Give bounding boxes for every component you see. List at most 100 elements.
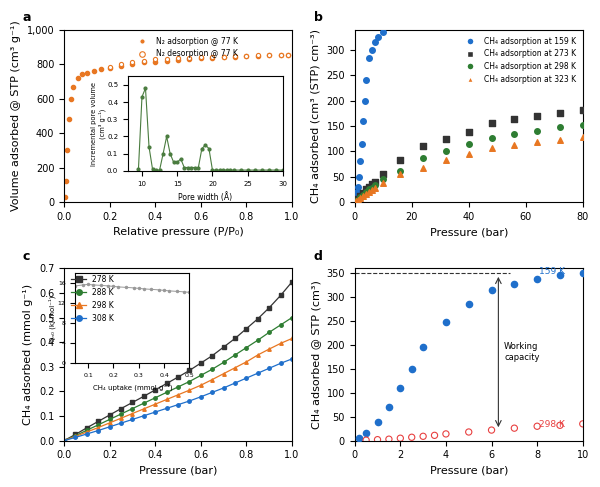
Legend: CH₄ adsorption at 159 K, CH₄ adsorption at 273 K, CH₄ adsorption at 298 K, CH₄ a: CH₄ adsorption at 159 K, CH₄ adsorption … [460,34,579,87]
Point [395,434,405,442]
Point [364,54,374,61]
Point [441,156,451,164]
Point [418,164,428,171]
Point [464,140,473,148]
Point [509,141,519,149]
Point [352,188,362,196]
Text: d: d [314,250,323,262]
Point [532,422,542,430]
X-axis label: Pressure (bar): Pressure (bar) [139,466,217,476]
Point [350,196,360,204]
Point [370,38,379,46]
Point [384,435,394,443]
Point [395,170,405,178]
Point [367,46,377,54]
Point [354,173,364,181]
Point [367,180,377,188]
Point [352,197,361,205]
Point [357,140,367,148]
Text: 159 K: 159 K [539,267,565,276]
Point [353,183,362,191]
Point [578,121,587,129]
Text: Working
capacity: Working capacity [504,342,539,362]
Point [395,167,405,174]
Point [487,119,496,127]
Point [361,188,371,196]
Point [532,127,542,135]
Point [353,197,362,205]
Point [487,426,496,434]
Point [379,170,388,178]
Point [358,117,368,125]
Point [441,135,451,143]
Point [367,187,377,194]
Point [407,433,416,441]
Point [532,112,542,120]
Text: a: a [23,11,31,24]
X-axis label: Relative pressure (P/P₀): Relative pressure (P/P₀) [113,227,244,237]
Point [418,343,428,351]
Point [418,432,428,440]
Point [418,142,428,150]
Y-axis label: Volume adsorbed @ STP (cm³ g⁻¹): Volume adsorbed @ STP (cm³ g⁻¹) [11,20,21,211]
Point [352,197,361,205]
Point [555,272,565,280]
Point [464,300,473,308]
Point [379,179,388,187]
Point [355,434,364,442]
Point [360,97,370,105]
Point [361,430,371,437]
Point [555,110,565,117]
Point [555,123,565,131]
Point [441,148,451,155]
Point [464,128,473,136]
Point [509,130,519,137]
Point [441,318,451,326]
Point [555,136,565,144]
Point [384,403,394,411]
Point [464,428,473,436]
Point [358,189,368,197]
Point [352,197,361,205]
Point [361,436,371,444]
Point [578,133,587,141]
Point [379,28,388,36]
Point [532,275,542,282]
Point [358,192,368,200]
Point [418,154,428,162]
Point [487,134,496,142]
Point [370,178,379,186]
Point [364,188,374,196]
Y-axis label: CH₄ adsorbed (mmol g⁻¹): CH₄ adsorbed (mmol g⁻¹) [23,284,34,425]
Point [356,193,365,201]
Point [578,420,587,428]
Point [370,181,379,189]
Point [407,365,416,373]
Point [509,424,519,432]
Point [578,269,587,277]
Point [367,184,377,192]
Point [361,186,371,193]
Point [487,144,496,151]
Point [353,196,362,204]
Point [353,195,362,203]
Point [370,185,379,192]
Point [361,190,371,198]
X-axis label: Pressure (bar): Pressure (bar) [430,466,508,476]
X-axis label: Pressure (bar): Pressure (bar) [430,227,508,237]
Point [351,193,361,201]
Point [361,76,371,84]
Point [373,418,382,426]
Point [373,33,382,41]
Y-axis label: CH₄ adsorbed (cm³ (STP) cm⁻³): CH₄ adsorbed (cm³ (STP) cm⁻³) [311,29,321,203]
Point [356,157,365,165]
Point [395,384,405,392]
Point [464,150,473,158]
Point [509,115,519,123]
Point [487,286,496,294]
Point [578,106,587,113]
Point [532,138,542,146]
Point [379,175,388,183]
Y-axis label: CH₄ adsorbed @ STP (cm³): CH₄ adsorbed @ STP (cm³) [311,280,321,429]
Point [356,194,365,202]
